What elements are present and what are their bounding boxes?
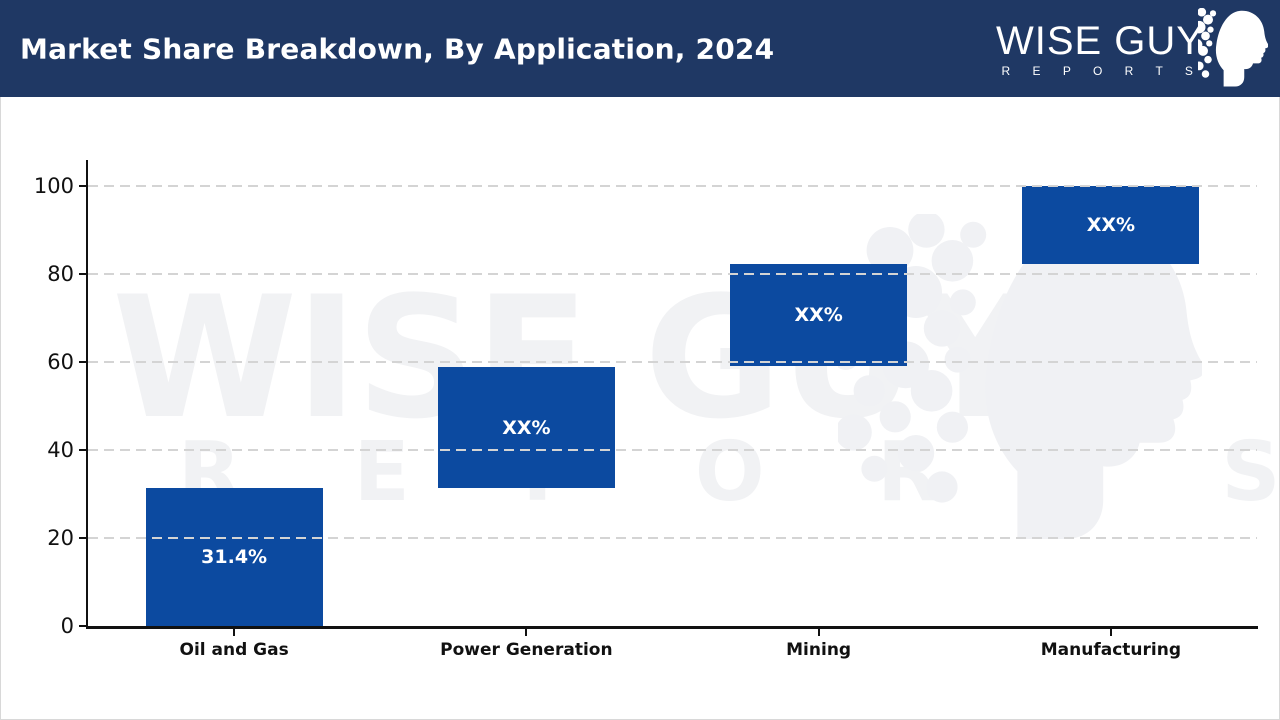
x-axis-label-power-generation: Power Generation bbox=[440, 640, 613, 660]
bar-value-label-mining: XX% bbox=[794, 304, 843, 327]
bar-manufacturing: XX% bbox=[1022, 186, 1200, 264]
header-bar: Market Share Breakdown, By Application, … bbox=[0, 0, 1280, 97]
y-axis-tick-label-0: 0 bbox=[60, 614, 74, 638]
gridline-20 bbox=[88, 537, 1257, 539]
brand-logo-head-icon bbox=[1198, 8, 1268, 87]
chart-title: Market Share Breakdown, By Application, … bbox=[20, 32, 775, 65]
y-axis-tick-60 bbox=[79, 361, 86, 363]
y-axis-tick-20 bbox=[79, 537, 86, 539]
x-axis-label-mining: Mining bbox=[786, 640, 852, 660]
bar-mining: XX% bbox=[730, 263, 908, 367]
bar-power-generation: XX% bbox=[437, 367, 615, 488]
y-axis-tick-label-40: 40 bbox=[47, 438, 74, 462]
bar-value-label-power-generation: XX% bbox=[502, 416, 551, 439]
x-axis-tick-oil-and-gas bbox=[233, 629, 236, 636]
y-axis-tick-label-20: 20 bbox=[47, 526, 74, 550]
y-axis-tick-100 bbox=[79, 185, 86, 187]
y-axis-tick-0 bbox=[79, 625, 86, 627]
y-axis-tick-label-60: 60 bbox=[47, 350, 74, 374]
y-axis-tick-80 bbox=[79, 273, 86, 275]
brand-logo: WISE GUY R E P O R T S bbox=[996, 5, 1268, 93]
bar-value-label-oil-and-gas: 31.4% bbox=[201, 545, 268, 568]
gridline-100 bbox=[88, 185, 1257, 187]
x-axis-label-oil-and-gas: Oil and Gas bbox=[179, 640, 289, 660]
y-axis-tick-label-100: 100 bbox=[33, 174, 74, 198]
x-axis-label-manufacturing: Manufacturing bbox=[1040, 640, 1181, 660]
x-axis-spine bbox=[86, 626, 1258, 629]
x-axis-tick-manufacturing bbox=[1109, 629, 1112, 636]
y-axis-tick-40 bbox=[79, 449, 86, 451]
x-axis-tick-power-generation bbox=[525, 629, 528, 636]
brand-logo-subname: R E P O R T S bbox=[1001, 63, 1203, 78]
gridline-40 bbox=[88, 449, 1257, 451]
x-axis-tick-mining bbox=[817, 629, 820, 636]
gridline-60 bbox=[88, 361, 1257, 363]
brand-logo-text: WISE GUY R E P O R T S bbox=[996, 21, 1204, 78]
bar-oil-and-gas: 31.4% bbox=[145, 487, 323, 626]
gridline-80 bbox=[88, 273, 1257, 275]
y-axis-spine bbox=[86, 160, 88, 628]
y-axis-tick-label-80: 80 bbox=[47, 262, 74, 286]
brand-logo-name: WISE GUY bbox=[995, 18, 1204, 63]
bar-value-label-manufacturing: XX% bbox=[1086, 213, 1136, 236]
